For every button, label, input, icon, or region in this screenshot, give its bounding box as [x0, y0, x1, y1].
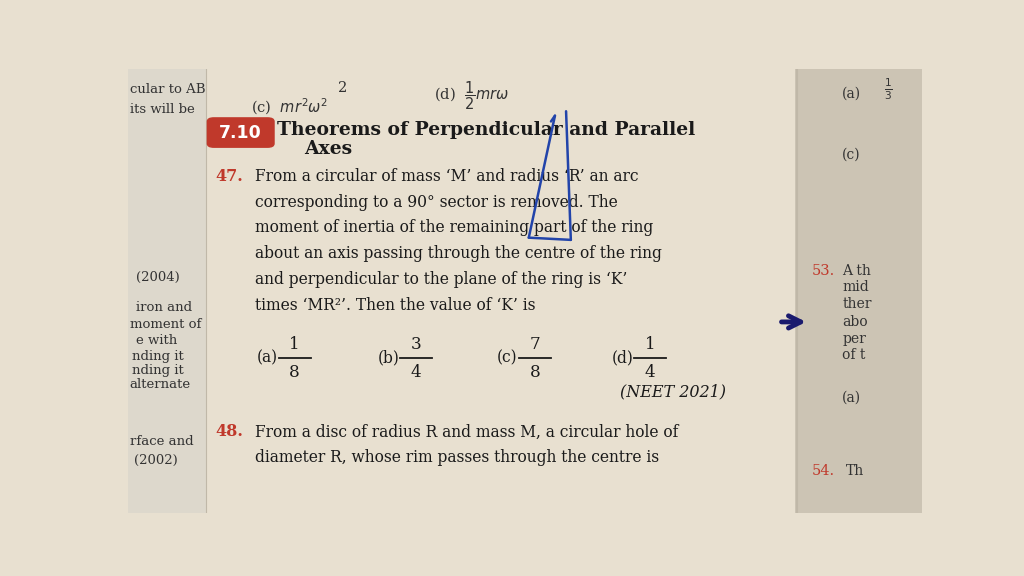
Text: (2004): (2004): [136, 271, 179, 284]
Text: (d): (d): [612, 350, 634, 367]
Text: 1: 1: [645, 336, 655, 354]
Text: corresponding to a 90° sector is removed. The: corresponding to a 90° sector is removed…: [255, 194, 617, 211]
Text: (NEET 2021): (NEET 2021): [620, 384, 726, 400]
Text: of t: of t: [842, 348, 865, 362]
Text: Axes: Axes: [304, 140, 352, 158]
Text: Theorems of Perpendicular and Parallel: Theorems of Perpendicular and Parallel: [278, 122, 695, 139]
Text: moment of: moment of: [130, 317, 201, 331]
Text: 4: 4: [411, 364, 422, 381]
Text: about an axis passing through the centre of the ring: about an axis passing through the centre…: [255, 245, 662, 262]
Text: nding it: nding it: [132, 364, 183, 377]
Text: 1: 1: [290, 336, 300, 354]
Text: 8: 8: [529, 364, 541, 381]
Text: (a): (a): [842, 391, 861, 404]
Text: 53.: 53.: [812, 264, 836, 278]
Text: 3: 3: [411, 336, 422, 354]
Text: (c)  $mr^2\omega^2$: (c) $mr^2\omega^2$: [251, 97, 329, 117]
Text: diameter R, whose rim passes through the centre is: diameter R, whose rim passes through the…: [255, 449, 659, 466]
Text: e with: e with: [136, 334, 177, 347]
Text: 7: 7: [529, 336, 541, 354]
Text: Th: Th: [846, 464, 864, 478]
Text: (2002): (2002): [134, 454, 178, 467]
Text: 54.: 54.: [812, 464, 836, 478]
Text: (d)  $\dfrac{1}{2}mr\omega$: (d) $\dfrac{1}{2}mr\omega$: [433, 79, 509, 112]
Text: iron and: iron and: [136, 301, 193, 314]
Text: 8: 8: [290, 364, 300, 381]
Text: From a disc of radius R and mass M, a circular hole of: From a disc of radius R and mass M, a ci…: [255, 423, 678, 441]
Text: ther: ther: [842, 297, 871, 311]
Text: (b): (b): [378, 350, 399, 367]
Text: 47.: 47.: [215, 168, 243, 185]
Text: nding it: nding it: [132, 350, 183, 363]
Text: (a): (a): [257, 350, 278, 367]
Text: and perpendicular to the plane of the ring is ‘K’: and perpendicular to the plane of the ri…: [255, 271, 628, 288]
Text: (c): (c): [842, 147, 861, 161]
Text: (a): (a): [842, 86, 861, 101]
Text: 2: 2: [338, 81, 347, 94]
Text: (c): (c): [497, 350, 518, 367]
Text: rface and: rface and: [130, 435, 194, 448]
Text: alternate: alternate: [130, 378, 190, 392]
Text: 48.: 48.: [215, 423, 243, 441]
Text: per: per: [842, 332, 866, 346]
Text: abo: abo: [842, 315, 868, 329]
FancyBboxPatch shape: [207, 118, 274, 147]
Text: cular to AB: cular to AB: [130, 82, 205, 96]
Text: A th: A th: [842, 264, 871, 278]
Bar: [795, 69, 922, 513]
Text: $\frac{1}{3}$: $\frac{1}{3}$: [884, 76, 892, 102]
Text: From a circular of mass ‘M’ and radius ‘R’ an arc: From a circular of mass ‘M’ and radius ‘…: [255, 168, 639, 185]
Text: mid: mid: [842, 281, 869, 294]
Text: its will be: its will be: [130, 103, 195, 116]
Text: 7.10: 7.10: [219, 123, 262, 142]
Text: times ‘MR²’. Then the value of ‘K’ is: times ‘MR²’. Then the value of ‘K’ is: [255, 297, 536, 313]
Text: moment of inertia of the remaining part of the ring: moment of inertia of the remaining part …: [255, 219, 653, 236]
Bar: [128, 69, 206, 513]
Text: 4: 4: [645, 364, 655, 381]
